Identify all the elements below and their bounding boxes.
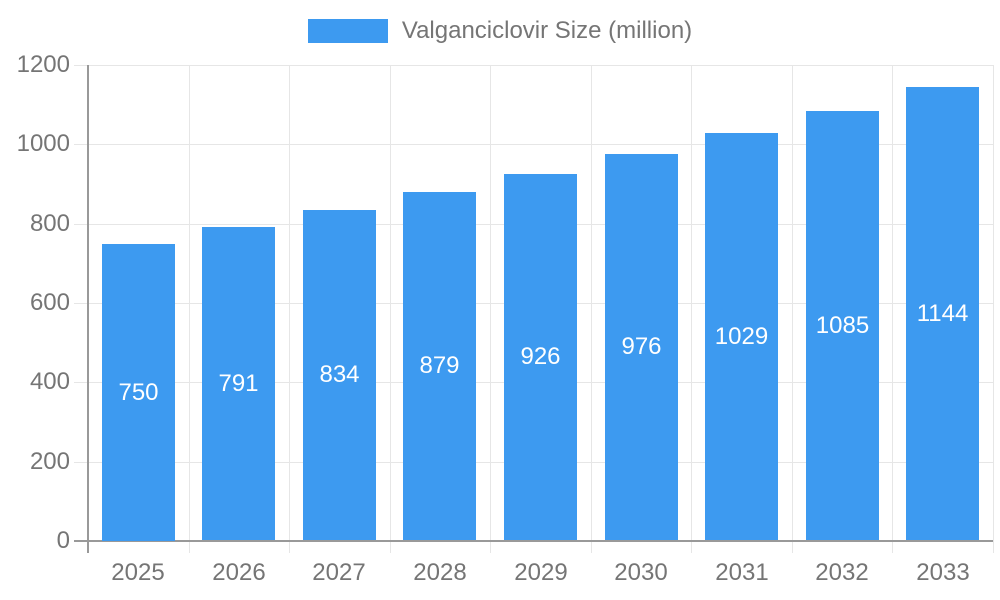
h-gridline — [74, 65, 993, 66]
v-gridline — [289, 65, 290, 553]
v-gridline — [691, 65, 692, 553]
bar: 879 — [403, 192, 476, 540]
bar: 926 — [504, 174, 577, 540]
legend[interactable]: Valganciclovir Size (million) — [0, 18, 1000, 44]
bar: 791 — [202, 227, 275, 540]
y-axis-line — [87, 65, 89, 553]
bar: 750 — [102, 244, 175, 541]
x-tick-label: 2031 — [715, 559, 769, 586]
x-tick-label: 2025 — [111, 559, 165, 586]
x-tick-label: 2032 — [815, 559, 869, 586]
x-tick-label: 2029 — [514, 559, 568, 586]
bar-value-label: 976 — [621, 333, 662, 360]
x-tick-label: 2027 — [312, 559, 366, 586]
v-gridline — [591, 65, 592, 553]
bar: 1144 — [906, 87, 979, 540]
x-tick-label: 2028 — [413, 559, 467, 586]
bar: 976 — [605, 154, 678, 540]
y-tick-label: 200 — [29, 448, 70, 475]
v-gridline — [993, 65, 994, 553]
x-tick-label: 2030 — [614, 559, 668, 586]
v-gridline — [390, 65, 391, 553]
x-axis-line — [74, 540, 993, 542]
bar-value-label: 1085 — [815, 311, 870, 339]
bar: 1029 — [705, 133, 778, 540]
bar-value-label: 834 — [319, 361, 360, 388]
y-tick-label: 400 — [29, 368, 70, 395]
v-gridline — [792, 65, 793, 553]
bar-value-label: 1144 — [916, 299, 969, 327]
x-tick-label: 2033 — [916, 559, 970, 586]
bar-value-label: 791 — [218, 369, 259, 397]
legend-swatch — [307, 19, 388, 43]
bar-value-label: 1029 — [714, 322, 769, 350]
y-tick-label: 1000 — [16, 130, 70, 157]
x-tick-label: 2026 — [212, 559, 266, 586]
bar-value-label: 750 — [118, 378, 159, 406]
v-gridline — [892, 65, 893, 553]
legend-label: Valganciclovir Size (million) — [401, 17, 693, 44]
bar-value-label: 926 — [520, 343, 561, 370]
y-tick-label: 1200 — [16, 51, 70, 78]
y-tick-label: 600 — [29, 289, 70, 316]
y-tick-label: 0 — [56, 527, 70, 554]
v-gridline — [490, 65, 491, 553]
bar: 1085 — [806, 111, 879, 540]
y-tick-label: 800 — [29, 210, 70, 237]
h-gridline — [74, 144, 993, 145]
v-gridline — [189, 65, 190, 553]
bar: 834 — [303, 210, 376, 540]
bar-value-label: 879 — [419, 352, 460, 379]
